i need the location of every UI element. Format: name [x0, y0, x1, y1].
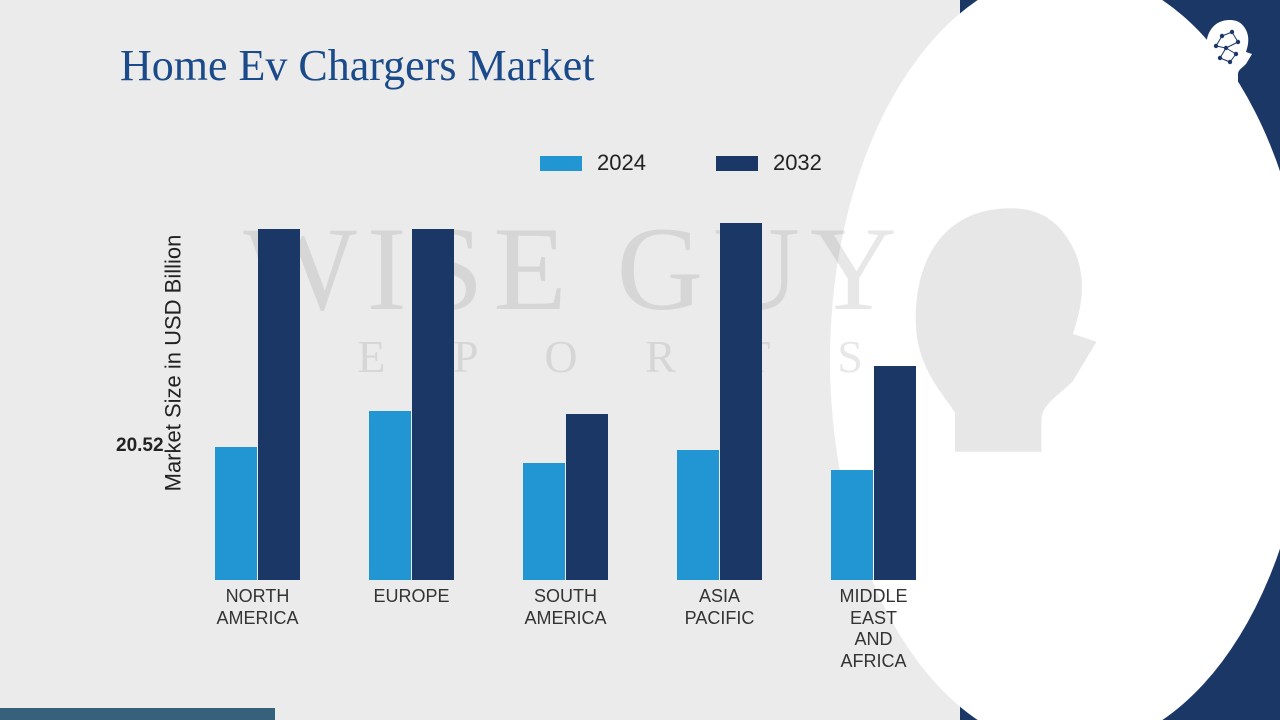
- legend-swatch: [540, 156, 582, 171]
- bar: [720, 223, 762, 581]
- bar: [566, 414, 608, 580]
- x-axis-label: NORTHAMERICA: [193, 586, 322, 629]
- bar: [258, 229, 300, 580]
- bar: [369, 411, 411, 580]
- legend-label: 2024: [597, 150, 646, 176]
- x-axis-label: MIDDLEEASTANDAFRICA: [809, 586, 938, 672]
- logo-head-icon: [1202, 18, 1258, 89]
- logo-line-2: R E P O R T S: [943, 64, 1194, 82]
- bar: [677, 450, 719, 580]
- bar: [412, 229, 454, 580]
- legend-swatch: [716, 156, 758, 171]
- x-axis-label: ASIAPACIFIC: [655, 586, 784, 629]
- page-title: Home Ev Chargers Market: [120, 40, 595, 91]
- bar: [215, 447, 257, 580]
- x-axis-label: SOUTHAMERICA: [501, 586, 630, 629]
- bar: [874, 366, 916, 581]
- bar: [831, 470, 873, 581]
- bar: [523, 463, 565, 580]
- legend-item: 2024: [540, 150, 646, 176]
- y-axis-label: Market Size in USD Billion: [160, 235, 186, 492]
- legend-item: 2032: [716, 150, 822, 176]
- plot-region: [185, 190, 925, 580]
- y-tick-label: 20.52: [116, 435, 164, 457]
- brand-logo: WISE GUY R E P O R T S: [943, 18, 1258, 89]
- bottom-accent-bar: [0, 708, 275, 720]
- logo-line-1: WISE GUY: [943, 18, 1194, 62]
- chart-area: Market Size in USD Billion 2024 2032 20.…: [100, 150, 920, 700]
- legend-label: 2032: [773, 150, 822, 176]
- legend: 2024 2032: [540, 150, 822, 176]
- viewport: WISE GUY R E P O R T S WISE GUY R: [0, 0, 1280, 720]
- x-axis-label: EUROPE: [347, 586, 476, 608]
